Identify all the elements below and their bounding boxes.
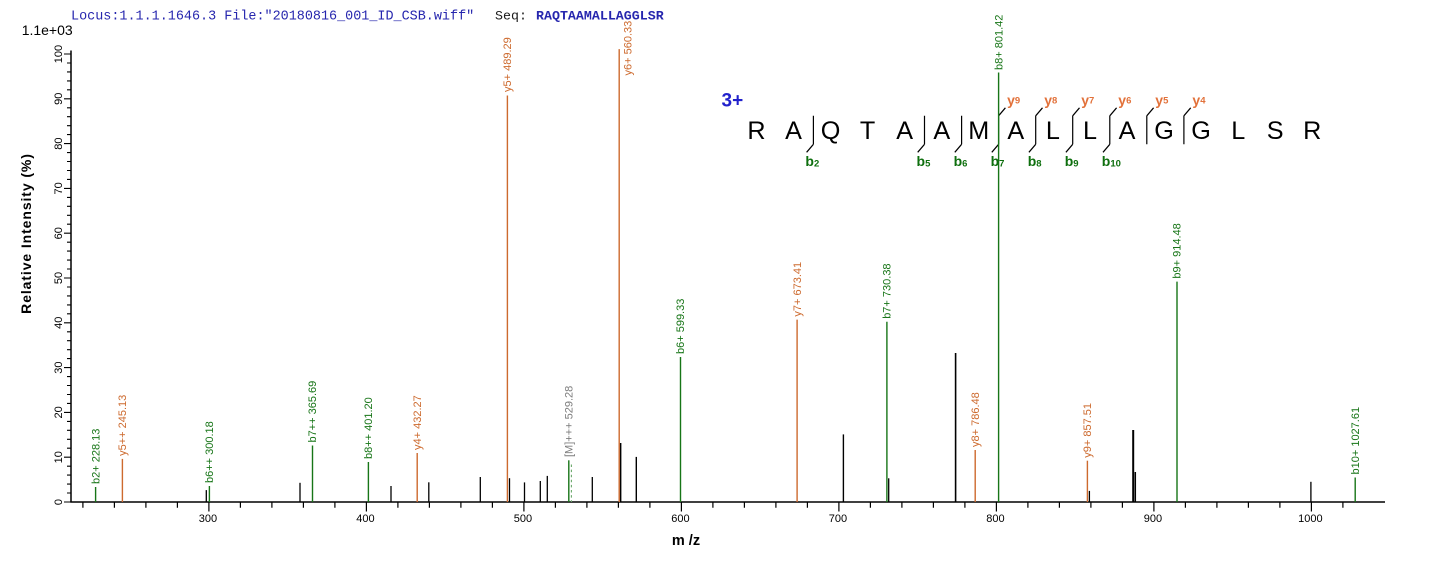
- svg-text:20: 20: [53, 406, 65, 418]
- svg-text:L: L: [1231, 117, 1245, 145]
- svg-text:0: 0: [53, 499, 65, 505]
- svg-text:b10+ 1027.61: b10+ 1027.61: [1350, 407, 1362, 475]
- svg-text:A: A: [1119, 117, 1136, 145]
- svg-text:10: 10: [53, 451, 65, 463]
- svg-text:700: 700: [829, 513, 847, 525]
- svg-text:40: 40: [53, 317, 65, 329]
- svg-text:y5: y5: [1155, 92, 1169, 108]
- svg-text:70: 70: [53, 182, 65, 194]
- svg-text:RAQTAAMALLAGGLSR: RAQTAAMALLAGGLSR: [536, 9, 664, 24]
- svg-text:A: A: [933, 117, 950, 145]
- svg-text:y9: y9: [1007, 92, 1020, 108]
- svg-text:1.1e+03: 1.1e+03: [22, 22, 73, 38]
- svg-text:Q: Q: [821, 117, 841, 145]
- svg-text:R: R: [747, 117, 765, 145]
- svg-text:50: 50: [53, 272, 65, 284]
- svg-text:y6: y6: [1118, 92, 1131, 108]
- svg-text:3+: 3+: [722, 91, 744, 112]
- svg-text:600: 600: [671, 513, 689, 525]
- svg-text:b6++ 300.18: b6++ 300.18: [204, 421, 216, 483]
- svg-text:b7++ 365.69: b7++ 365.69: [307, 381, 319, 443]
- svg-text:Locus:1.1.1.1646.3 File:"20180: Locus:1.1.1.1646.3 File:"20180816_001_ID…: [71, 10, 474, 25]
- svg-text:S: S: [1267, 117, 1284, 145]
- svg-text:400: 400: [356, 513, 374, 525]
- svg-text:b8++ 401.20: b8++ 401.20: [363, 397, 375, 459]
- svg-text:500: 500: [514, 513, 532, 525]
- svg-text:300: 300: [199, 513, 217, 525]
- svg-text:900: 900: [1144, 513, 1162, 525]
- svg-text:R: R: [1303, 117, 1321, 145]
- svg-text:b9+ 914.48: b9+ 914.48: [1172, 223, 1184, 278]
- svg-text:b2+ 228.13: b2+ 228.13: [90, 429, 102, 484]
- svg-text:y5+ 489.29: y5+ 489.29: [502, 37, 514, 92]
- svg-text:A: A: [1007, 117, 1024, 145]
- svg-text:y4+ 432.27: y4+ 432.27: [412, 395, 424, 450]
- svg-text:L: L: [1083, 117, 1097, 145]
- svg-text:b6+ 599.33: b6+ 599.33: [675, 299, 687, 354]
- svg-text:T: T: [860, 117, 875, 145]
- svg-text:b7+ 730.38: b7+ 730.38: [882, 263, 894, 318]
- svg-text:A: A: [785, 117, 802, 145]
- svg-text:80: 80: [53, 137, 65, 149]
- svg-text:y9+ 857.51: y9+ 857.51: [1082, 403, 1094, 458]
- svg-text:30: 30: [53, 361, 65, 373]
- svg-text:b8+ 801.42: b8+ 801.42: [993, 15, 1005, 70]
- svg-text:A: A: [896, 117, 913, 145]
- svg-text:G: G: [1154, 117, 1174, 145]
- svg-text:Relative Intensity (%): Relative Intensity (%): [18, 153, 34, 314]
- svg-text:800: 800: [986, 513, 1004, 525]
- svg-text:m /z: m /z: [672, 533, 700, 549]
- svg-text:100: 100: [53, 45, 65, 63]
- svg-text:y8: y8: [1044, 92, 1057, 108]
- svg-text:90: 90: [53, 93, 65, 105]
- svg-text:L: L: [1046, 117, 1060, 145]
- svg-text:y7: y7: [1081, 92, 1094, 108]
- svg-text:M: M: [968, 117, 989, 145]
- svg-text:Seq:: Seq:: [495, 9, 527, 24]
- svg-text:60: 60: [53, 227, 65, 239]
- svg-text:y8+ 786.48: y8+ 786.48: [970, 392, 982, 447]
- svg-text:[M]+++ 529.28: [M]+++ 529.28: [564, 386, 576, 457]
- svg-text:y6+ 560.33: y6+ 560.33: [623, 21, 635, 76]
- svg-text:1000: 1000: [1298, 513, 1322, 525]
- svg-text:y4: y4: [1192, 92, 1206, 108]
- svg-text:y7+ 673.41: y7+ 673.41: [792, 262, 804, 317]
- svg-text:G: G: [1191, 117, 1211, 145]
- svg-text:y5++ 245.13: y5++ 245.13: [117, 395, 129, 456]
